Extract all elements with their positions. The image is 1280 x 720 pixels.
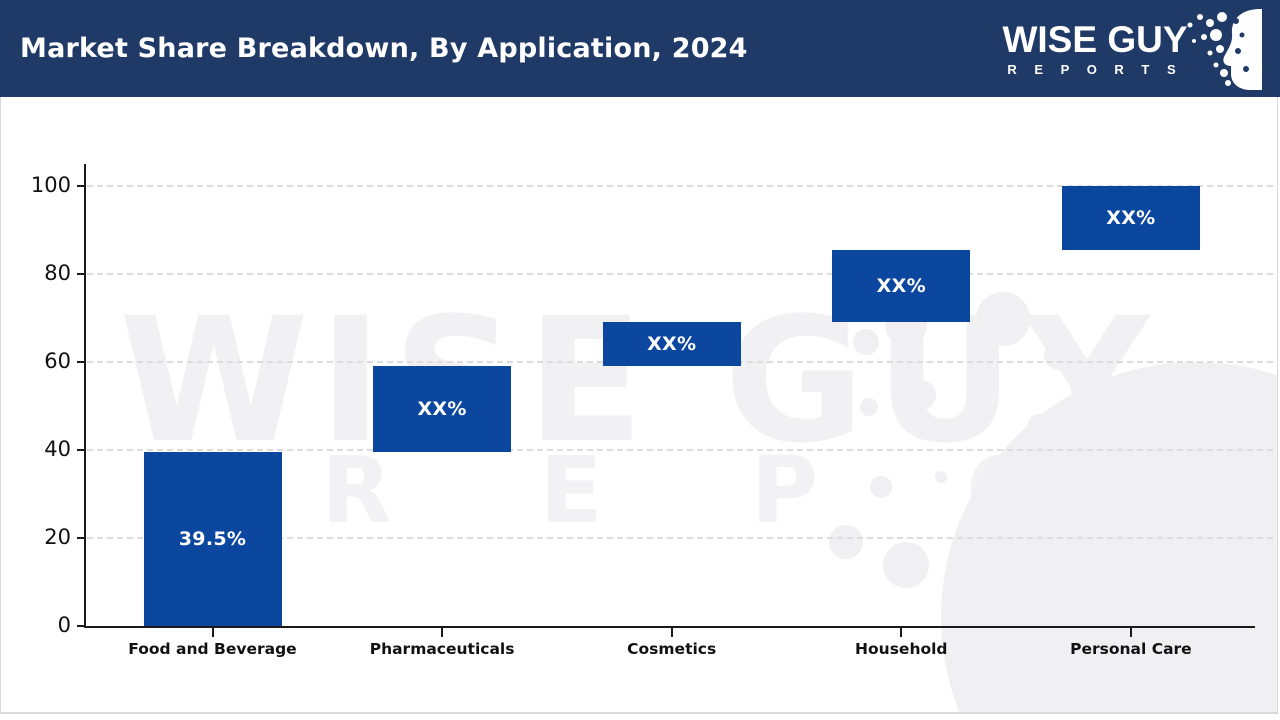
chart-card: WISE GUY R E P O R T S 02040608010039.5%… <box>0 97 1278 714</box>
header-bar: Market Share Breakdown, By Application, … <box>0 0 1280 97</box>
bar-value-label: XX% <box>417 398 467 421</box>
bar-value-label: 39.5% <box>178 528 247 551</box>
y-tick-mark <box>77 361 86 363</box>
bar-value-label: XX% <box>1106 206 1156 229</box>
bar-food-and-beverage: 39.5% <box>143 452 282 626</box>
bar-value-label: XX% <box>876 275 926 298</box>
y-tick-mark <box>77 273 86 275</box>
logo-title: WISE GUY <box>1002 19 1188 60</box>
x-tick-mark <box>1129 628 1132 637</box>
waterfall-chart: 0 20 40 60 80 100 39.5% Food and Beverage XX% Pha… <box>1 97 1277 712</box>
logo-face-dots-icon <box>1187 9 1262 90</box>
y-tick-label: 100 <box>30 173 71 197</box>
wise-guy-reports-logo: WISE GUY R E P O R T S <box>1000 7 1262 91</box>
y-tick-mark <box>77 449 86 451</box>
x-tick-mark <box>211 628 214 637</box>
y-tick-label: 60 <box>44 349 71 373</box>
y-tick-mark <box>77 185 86 187</box>
y-axis <box>84 164 86 628</box>
bar-cosmetics: XX% <box>602 322 741 367</box>
x-tick-mark <box>670 628 673 637</box>
bar-pharmaceuticals: XX% <box>373 366 512 453</box>
x-tick-label: Household <box>855 640 948 658</box>
bar-value-label: XX% <box>647 333 697 356</box>
x-tick-label: Pharmaceuticals <box>369 640 515 658</box>
bar-personal-care: XX% <box>1061 186 1200 250</box>
logo-subtitle: R E P O R T S <box>1007 62 1183 77</box>
logo-wordmark: WISE GUY R E P O R T S <box>1000 19 1190 78</box>
gridline <box>87 537 1273 539</box>
x-axis <box>84 626 1255 628</box>
gridline <box>87 273 1273 275</box>
y-tick-mark <box>77 625 86 627</box>
x-tick-mark <box>441 628 444 637</box>
y-tick-label: 40 <box>44 437 71 461</box>
x-tick-mark <box>900 628 903 637</box>
page-title: Market Share Breakdown, By Application, … <box>20 33 748 64</box>
y-tick-mark <box>77 537 86 539</box>
gridline <box>87 449 1273 451</box>
y-tick-label: 0 <box>57 613 71 637</box>
x-tick-label: Cosmetics <box>627 640 717 658</box>
bar-household: XX% <box>832 249 971 323</box>
x-tick-label: Food and Beverage <box>128 640 297 658</box>
gridline <box>87 185 1273 187</box>
x-tick-label: Personal Care <box>1070 640 1192 658</box>
y-tick-label: 20 <box>44 525 71 549</box>
y-tick-label: 80 <box>44 261 71 285</box>
